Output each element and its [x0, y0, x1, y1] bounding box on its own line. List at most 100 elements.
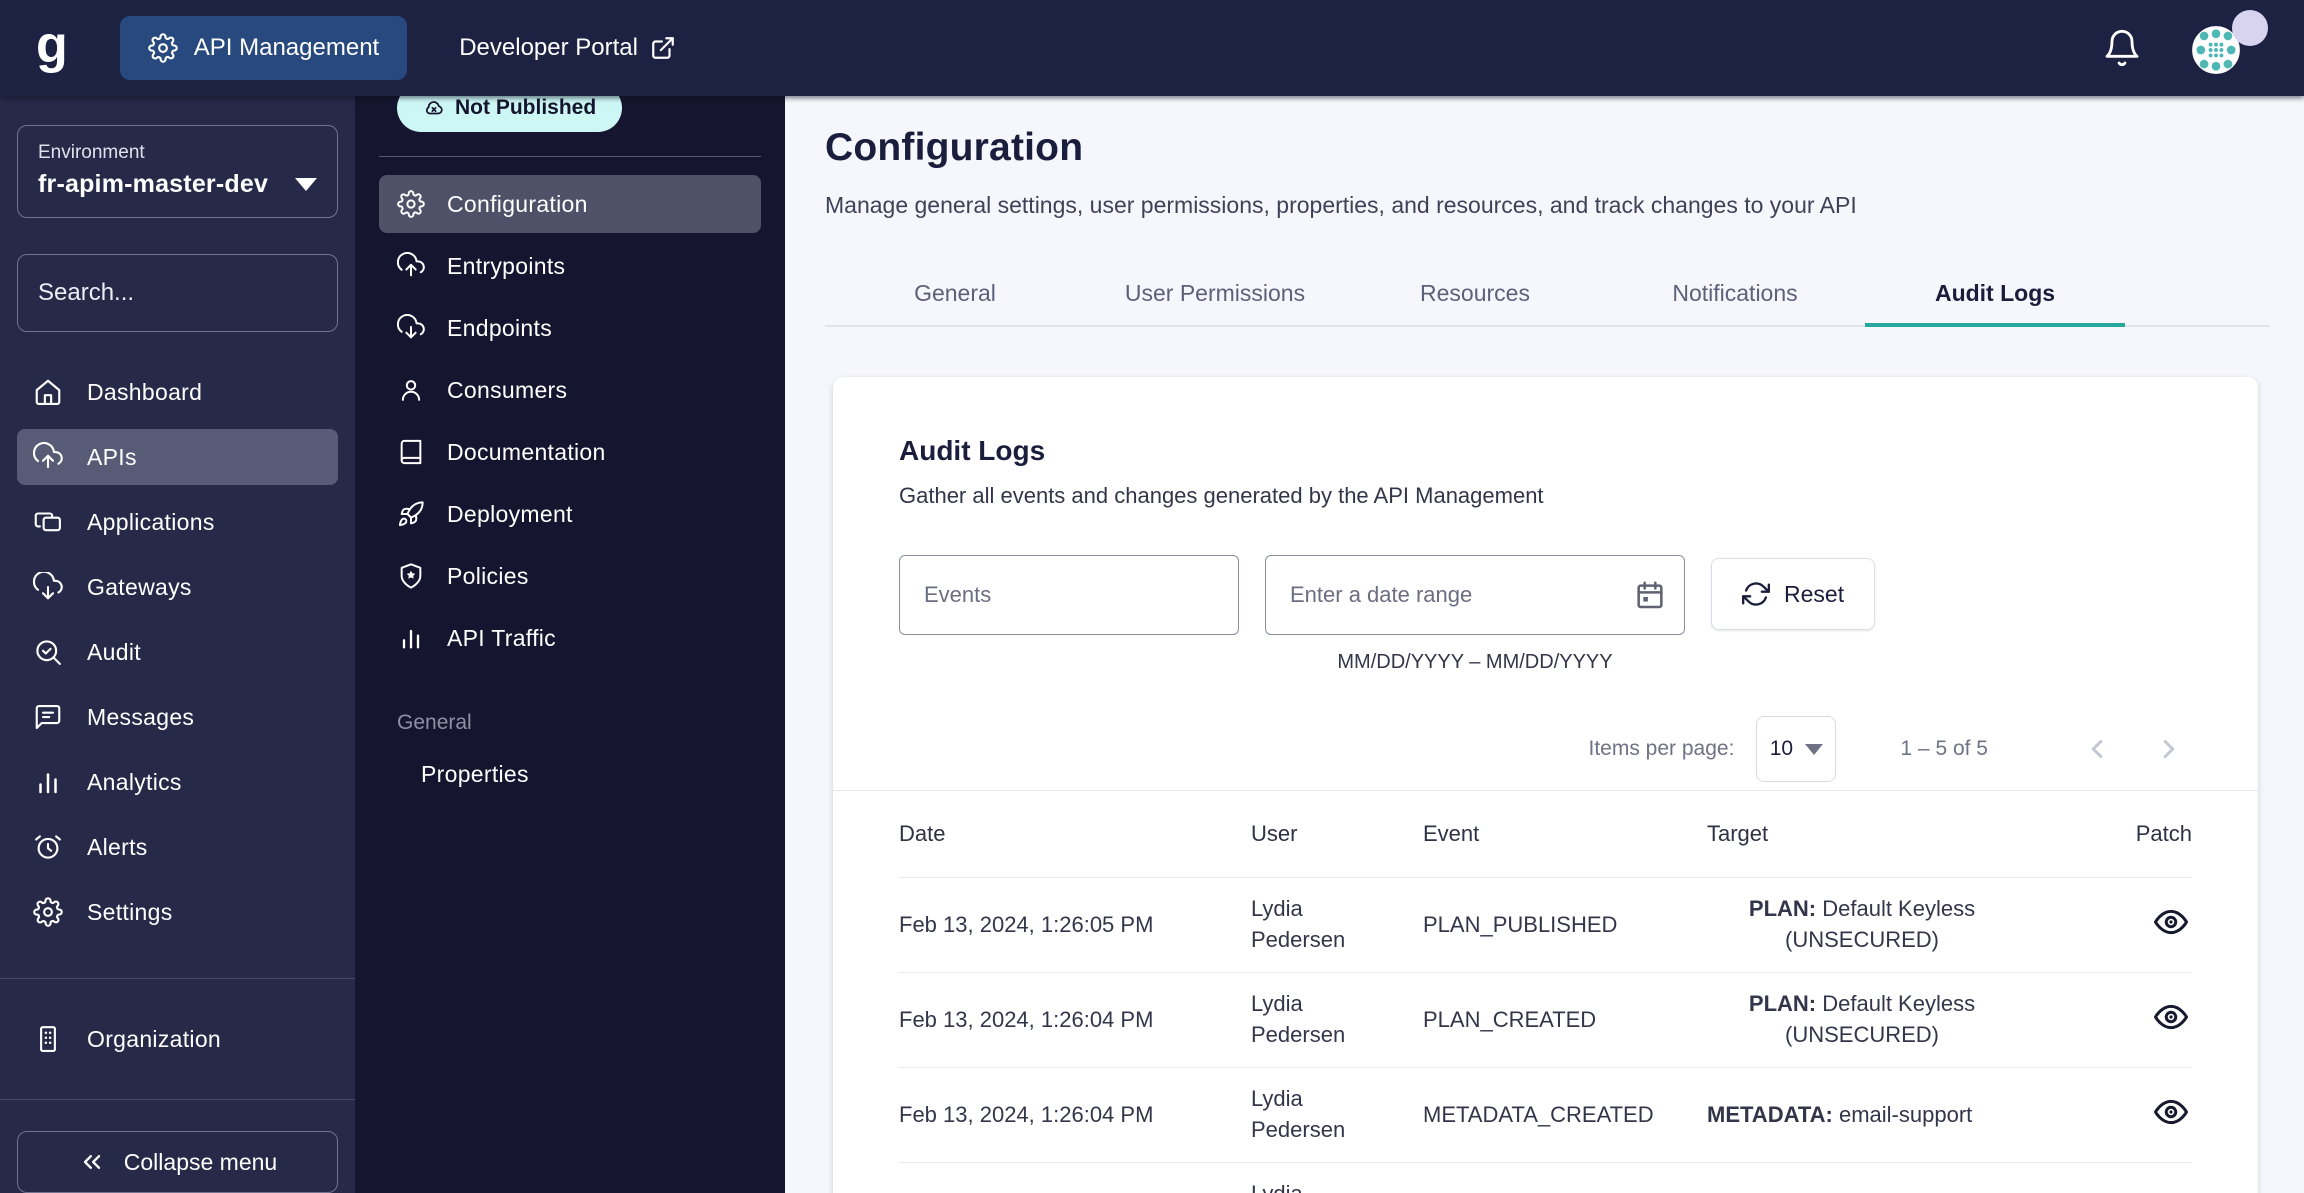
home-icon: [33, 377, 63, 407]
api-menu-item-label: Deployment: [447, 501, 573, 528]
sidebar-nav: Dashboard APIs Applications Gateways Aud…: [17, 364, 338, 940]
api-menu-item-entrypoints[interactable]: Entrypoints: [379, 237, 761, 295]
api-menu-item-api-traffic[interactable]: API Traffic: [379, 609, 761, 667]
sidebar-search[interactable]: [17, 254, 338, 332]
topbar-actions: [2102, 16, 2268, 80]
pagination-bar: Items per page: 10 1 – 5 of 5: [899, 710, 2192, 788]
next-page-icon[interactable]: [2150, 730, 2188, 768]
search-check-icon: [33, 637, 63, 667]
gear-icon: [397, 190, 425, 218]
cell-user: Lydia Pedersen: [1251, 1072, 1423, 1158]
date-range-field[interactable]: [1265, 555, 1685, 635]
sidebar-item-dashboard[interactable]: Dashboard: [17, 364, 338, 420]
sidebar-item-label: Alerts: [87, 834, 148, 861]
tab-resources[interactable]: Resources: [1345, 261, 1605, 325]
sidebar-item-organization[interactable]: Organization: [17, 1011, 338, 1067]
reset-label: Reset: [1784, 581, 1844, 608]
api-menu-item-label: Configuration: [447, 191, 588, 218]
developer-portal-label: Developer Portal: [459, 34, 638, 62]
api-management-label: API Management: [194, 34, 379, 62]
api-menu-item-label: Properties: [421, 761, 529, 788]
cell-user: Lydia Pedersen: [1251, 1167, 1423, 1193]
tab-notifications[interactable]: Notifications: [1605, 261, 1865, 325]
external-link-icon: [650, 35, 676, 61]
view-patch-eye-icon[interactable]: [2150, 1186, 2192, 1193]
page-size-select[interactable]: 10: [1756, 716, 1836, 782]
api-menu-item-policies[interactable]: Policies: [379, 547, 761, 605]
column-header-user: User: [1251, 821, 1423, 847]
previous-page-icon[interactable]: [2078, 730, 2116, 768]
column-header-event: Event: [1423, 821, 1707, 847]
filters-row: Events MM/DD/YYYY – MM/DD/YYYY Reset: [899, 555, 2192, 674]
api-menu-item-properties[interactable]: Properties: [379, 745, 761, 803]
cell-date: Feb 13, 2024, 1:26:03 PM: [899, 1183, 1251, 1193]
sidebar-item-messages[interactable]: Messages: [17, 689, 338, 745]
environment-value: fr-apim-master-dev: [38, 170, 268, 199]
cell-date: Feb 13, 2024, 1:26:04 PM: [899, 993, 1251, 1048]
sidebar-item-apis[interactable]: APIs: [17, 429, 338, 485]
sidebar-item-label: Messages: [87, 704, 194, 731]
tab-user-permissions[interactable]: User Permissions: [1085, 261, 1345, 325]
cell-target: USER: Lydia Pedersen: [1707, 1183, 2067, 1193]
search-input[interactable]: [38, 279, 348, 307]
tab-audit-logs[interactable]: Audit Logs: [1865, 261, 2125, 325]
view-patch-eye-icon[interactable]: [2150, 901, 2192, 943]
cell-target: PLAN: Default Keyless (UNSECURED): [1707, 977, 2067, 1063]
events-filter-select[interactable]: Events: [899, 555, 1239, 635]
person-icon: [397, 376, 425, 404]
api-menu-item-deployment[interactable]: Deployment: [379, 485, 761, 543]
sidebar-item-analytics[interactable]: Analytics: [17, 754, 338, 810]
table-header: Date User Event Target Patch: [899, 791, 2192, 877]
cell-date: Feb 13, 2024, 1:26:04 PM: [899, 1088, 1251, 1143]
api-menu-item-consumers[interactable]: Consumers: [379, 361, 761, 419]
gear-icon: [148, 33, 178, 63]
sidebar-item-gateways[interactable]: Gateways: [17, 559, 338, 615]
date-range-input[interactable]: [1290, 582, 1624, 608]
api-menu-item-label: Consumers: [447, 377, 567, 404]
cloud-upload-icon: [397, 252, 425, 280]
cell-target: METADATA: email-support: [1707, 1088, 2067, 1143]
cell-event: METADATA_CREATED: [1423, 1088, 1707, 1143]
audit-logs-card: Audit Logs Gather all events and changes…: [833, 377, 2258, 1193]
divider: [0, 978, 355, 979]
primary-sidebar: Environment fr-apim-master-dev Dashboard…: [0, 96, 355, 1193]
cell-target: PLAN: Default Keyless (UNSECURED): [1707, 882, 2067, 968]
collapse-menu-button[interactable]: Collapse menu: [17, 1131, 338, 1193]
sidebar-item-settings[interactable]: Settings: [17, 884, 338, 940]
view-patch-eye-icon[interactable]: [2150, 1091, 2192, 1133]
main-content: Configuration Manage general settings, u…: [785, 96, 2304, 1193]
tab-general[interactable]: General: [825, 261, 1085, 325]
user-menu: [2190, 16, 2268, 80]
sidebar-item-alerts[interactable]: Alerts: [17, 819, 338, 875]
developer-portal-link[interactable]: Developer Portal: [459, 34, 676, 62]
api-management-button[interactable]: API Management: [120, 16, 407, 80]
collapse-menu-label: Collapse menu: [124, 1149, 277, 1176]
notifications-bell-icon[interactable]: [2102, 28, 2142, 68]
api-menu-item-endpoints[interactable]: Endpoints: [379, 299, 761, 357]
pagination-range: 1 – 5 of 5: [1900, 737, 1988, 761]
reset-button[interactable]: Reset: [1711, 558, 1875, 630]
environment-label: Environment: [38, 142, 317, 164]
api-menu-item-configuration[interactable]: Configuration: [379, 175, 761, 233]
bar-chart-icon: [397, 624, 425, 652]
copy-icon: [33, 507, 63, 537]
cell-event: PLAN_PUBLISHED: [1423, 898, 1707, 953]
cell-date: Feb 13, 2024, 1:26:05 PM: [899, 898, 1251, 953]
api-menu-item-label: Documentation: [447, 439, 606, 466]
sidebar-item-applications[interactable]: Applications: [17, 494, 338, 550]
calendar-icon[interactable]: [1634, 579, 1666, 611]
column-header-target: Target: [1707, 821, 2067, 847]
chat-icon: [33, 702, 63, 732]
view-patch-eye-icon[interactable]: [2150, 996, 2192, 1038]
items-per-page-label: Items per page:: [1589, 737, 1735, 761]
page-title: Configuration: [825, 126, 2270, 170]
environment-select[interactable]: Environment fr-apim-master-dev: [17, 125, 338, 218]
card-subtitle: Gather all events and changes generated …: [899, 483, 2192, 509]
sidebar-item-audit[interactable]: Audit: [17, 624, 338, 680]
sidebar-item-label: Analytics: [87, 769, 182, 796]
sidebar-item-label: Applications: [87, 509, 215, 536]
sidebar-item-label: Settings: [87, 899, 173, 926]
api-menu-item-documentation[interactable]: Documentation: [379, 423, 761, 481]
book-icon: [397, 438, 425, 466]
date-format-hint: MM/DD/YYYY – MM/DD/YYYY: [1265, 651, 1685, 674]
